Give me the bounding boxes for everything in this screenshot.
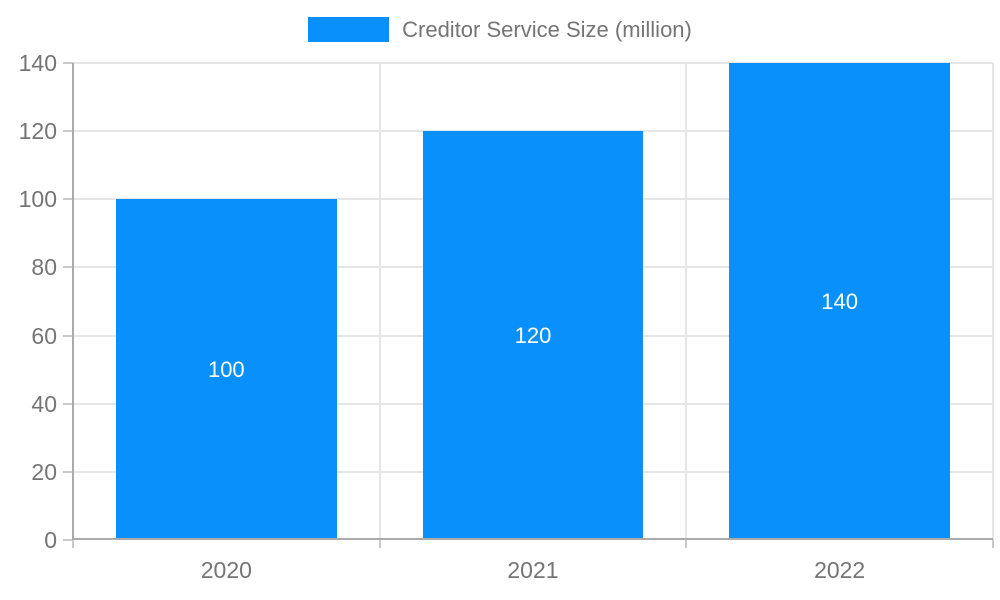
legend-label: Creditor Service Size (million) — [402, 17, 692, 42]
x-axis-line — [73, 538, 993, 540]
x-axis-label: 2020 — [200, 557, 252, 583]
y-axis-tick — [63, 130, 73, 133]
y-axis-label: 20 — [31, 458, 57, 485]
y-axis-label: 120 — [18, 118, 57, 145]
y-axis-tick — [63, 198, 73, 201]
x-axis-label: 2021 — [507, 557, 559, 583]
x-axis-tick — [685, 540, 688, 548]
bar-2021: 120 — [422, 131, 644, 540]
y-axis-tick — [63, 266, 73, 269]
y-axis-label: 0 — [44, 527, 57, 553]
bar-2022: 140 — [729, 63, 951, 540]
x-axis-tick — [378, 540, 381, 548]
y-axis-tick — [63, 62, 73, 64]
gridline-vertical — [992, 63, 994, 540]
x-axis-label: 2022 — [814, 557, 866, 583]
y-axis-label: 60 — [31, 322, 57, 349]
legend: Creditor Service Size (million) — [0, 17, 1000, 42]
bar-2020: 100 — [115, 199, 337, 540]
x-axis-tick — [72, 540, 74, 548]
y-axis-line — [72, 63, 74, 540]
legend-swatch — [308, 17, 390, 42]
y-axis-label: 140 — [18, 50, 57, 76]
gridline-horizontal — [73, 62, 993, 64]
gridline-vertical — [378, 63, 381, 540]
plot-area: 100 120 140 — [73, 62, 994, 540]
y-axis-tick — [63, 470, 73, 473]
y-axis-label: 100 — [18, 186, 57, 213]
x-axis-tick — [992, 540, 994, 548]
bar-value-label: 100 — [207, 356, 245, 382]
bar-value-label: 140 — [821, 288, 859, 314]
gridline-vertical — [685, 63, 688, 540]
y-axis-tick — [63, 334, 73, 337]
y-axis-label: 80 — [31, 254, 57, 281]
y-axis-label: 40 — [31, 390, 57, 417]
bar-value-label: 120 — [514, 322, 552, 348]
y-axis-tick — [63, 402, 73, 405]
y-axis-tick — [63, 539, 73, 541]
